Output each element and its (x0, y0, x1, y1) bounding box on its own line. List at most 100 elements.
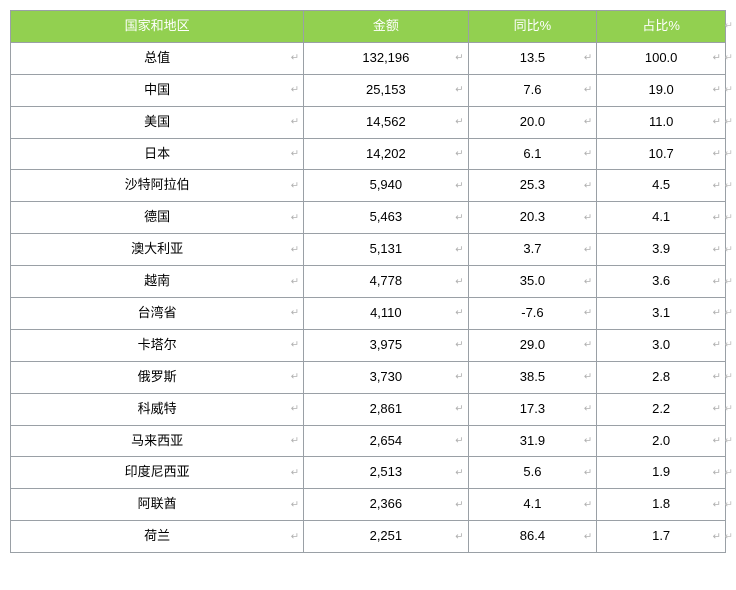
paragraph-mark-icon: ↵ (291, 530, 299, 543)
row-anchor-icon: ↵ (725, 371, 733, 384)
cell-share: 4.1↵↵ (597, 202, 726, 234)
cell-value: 1.9 (652, 464, 670, 479)
cell-region: 澳大利亚↵ (11, 234, 304, 266)
cell-value: 20.0 (520, 114, 545, 129)
cell-value: 5,940 (370, 177, 403, 192)
cell-yoy: 5.6 ↵ (468, 457, 597, 489)
row-anchor-icon: ↵ (725, 211, 733, 224)
cell-region: 马来西亚↵ (11, 425, 304, 457)
row-anchor-icon: ↵ (725, 179, 733, 192)
cell-share: 19.0↵↵ (597, 74, 726, 106)
col-header-3: 占比%↵ (597, 11, 726, 43)
cell-region: 日本 ↵ (11, 138, 304, 170)
cell-value: 德国 (144, 209, 170, 224)
cell-value: 台湾省 (138, 305, 177, 320)
cell-amount: 14,562↵ (304, 106, 468, 138)
cell-value: 20.3 (520, 209, 545, 224)
cell-region: 沙特阿拉伯↵ (11, 170, 304, 202)
cell-value: 14,562 (366, 114, 406, 129)
cell-amount: 132,196↵ (304, 42, 468, 74)
cell-share: 1.7↵↵ (597, 521, 726, 553)
cell-value: 2,366 (370, 496, 403, 511)
paragraph-mark-icon: ↵ (455, 403, 463, 416)
cell-amount: 3,975↵ (304, 329, 468, 361)
col-header-label: 同比% (514, 18, 552, 33)
cell-yoy: 6.1 ↵ (468, 138, 597, 170)
paragraph-mark-icon: ↵ (584, 84, 592, 97)
paragraph-mark-icon: ↵ (291, 275, 299, 288)
paragraph-mark-icon: ↵ (713, 116, 721, 129)
paragraph-mark-icon: ↵ (455, 371, 463, 384)
cell-yoy: 29.0↵ (468, 329, 597, 361)
cell-amount: 14,202↵ (304, 138, 468, 170)
paragraph-mark-icon: ↵ (291, 84, 299, 97)
cell-yoy: 35.0↵ (468, 266, 597, 298)
table-row: 日本 ↵ 14,202↵ 6.1 ↵ 10.7↵↵ (11, 138, 726, 170)
cell-value: 5.6 (523, 464, 541, 479)
cell-value: 2.2 (652, 401, 670, 416)
cell-share: 10.7↵↵ (597, 138, 726, 170)
cell-value: 5,463 (370, 209, 403, 224)
cell-region: 印度尼西亚↵ (11, 457, 304, 489)
cell-value: 17.3 (520, 401, 545, 416)
cell-value: 2,861 (370, 401, 403, 416)
paragraph-mark-icon: ↵ (713, 403, 721, 416)
paragraph-mark-icon: ↵ (291, 371, 299, 384)
table-row: 沙特阿拉伯↵5,940↵25.3↵4.5↵↵ (11, 170, 726, 202)
row-anchor-icon: ↵ (725, 498, 733, 511)
cell-value: 俄罗斯 (138, 369, 177, 384)
paragraph-mark-icon: ↵ (455, 307, 463, 320)
paragraph-mark-icon: ↵ (291, 403, 299, 416)
row-anchor-icon: ↵ (725, 116, 733, 129)
cell-share: 3.9↵↵ (597, 234, 726, 266)
cell-value: 4,110 (370, 305, 402, 320)
cell-amount: 2,366↵ (304, 489, 468, 521)
cell-value: 4,778 (370, 273, 403, 288)
paragraph-mark-icon: ↵ (455, 84, 463, 97)
cell-value: 6.1 (523, 146, 541, 161)
paragraph-mark-icon: ↵ (584, 466, 592, 479)
table-row: 俄罗斯↵3,730↵38.5↵2.8↵↵ (11, 361, 726, 393)
cell-value: 日本 (144, 146, 170, 161)
cell-value: 1.7 (652, 528, 670, 543)
cell-value: 3.7 (523, 241, 541, 256)
cell-region: 荷兰 ↵ (11, 521, 304, 553)
cell-value: 总值 (144, 50, 170, 65)
paragraph-mark-icon: ↵ (713, 243, 721, 256)
cell-region: 总值 ↵ (11, 42, 304, 74)
paragraph-mark-icon: ↵ (584, 371, 592, 384)
cell-value: 19.0 (648, 82, 673, 97)
cell-region: 科威特 ↵ (11, 393, 304, 425)
cell-value: 38.5 (520, 369, 545, 384)
paragraph-mark-icon: ↵ (291, 52, 299, 65)
cell-value: 科威特 (138, 401, 177, 416)
row-anchor-icon: ↵ (725, 466, 733, 479)
row-anchor-icon: ↵ (725, 530, 733, 543)
paragraph-mark-icon: ↵ (584, 435, 592, 448)
cell-share: 2.2↵↵ (597, 393, 726, 425)
cell-value: 10.7 (648, 146, 673, 161)
cell-value: 29.0 (520, 337, 545, 352)
paragraph-mark-icon: ↵ (713, 530, 721, 543)
cell-yoy: 13.5↵ (468, 42, 597, 74)
paragraph-mark-icon: ↵ (713, 275, 721, 288)
table-row: 科威特↵2,861↵17.3↵2.2↵↵ (11, 393, 726, 425)
cell-region: 美国↵ (11, 106, 304, 138)
cell-amount: 2,251↵ (304, 521, 468, 553)
cell-yoy: 3.7↵ (468, 234, 597, 266)
paragraph-mark-icon: ↵ (291, 435, 299, 448)
cell-value: 2.0 (652, 433, 670, 448)
cell-region: 阿联酋↵ (11, 489, 304, 521)
row-anchor-icon: ↵ (725, 52, 733, 65)
col-header-2: 同比% (468, 11, 597, 43)
paragraph-mark-icon: ↵ (584, 148, 592, 161)
cell-value: 31.9 (520, 433, 545, 448)
paragraph-mark-icon: ↵ (291, 466, 299, 479)
cell-share: 3.0↵↵ (597, 329, 726, 361)
cell-value: 沙特阿拉伯 (125, 177, 190, 192)
table-header: 国家和地区金额同比%占比%↵ (11, 11, 726, 43)
cell-share: 100.0↵↵ (597, 42, 726, 74)
cell-amount: 2,654↵ (304, 425, 468, 457)
paragraph-mark-icon: ↵ (291, 148, 299, 161)
cell-value: 荷兰 (144, 528, 170, 543)
